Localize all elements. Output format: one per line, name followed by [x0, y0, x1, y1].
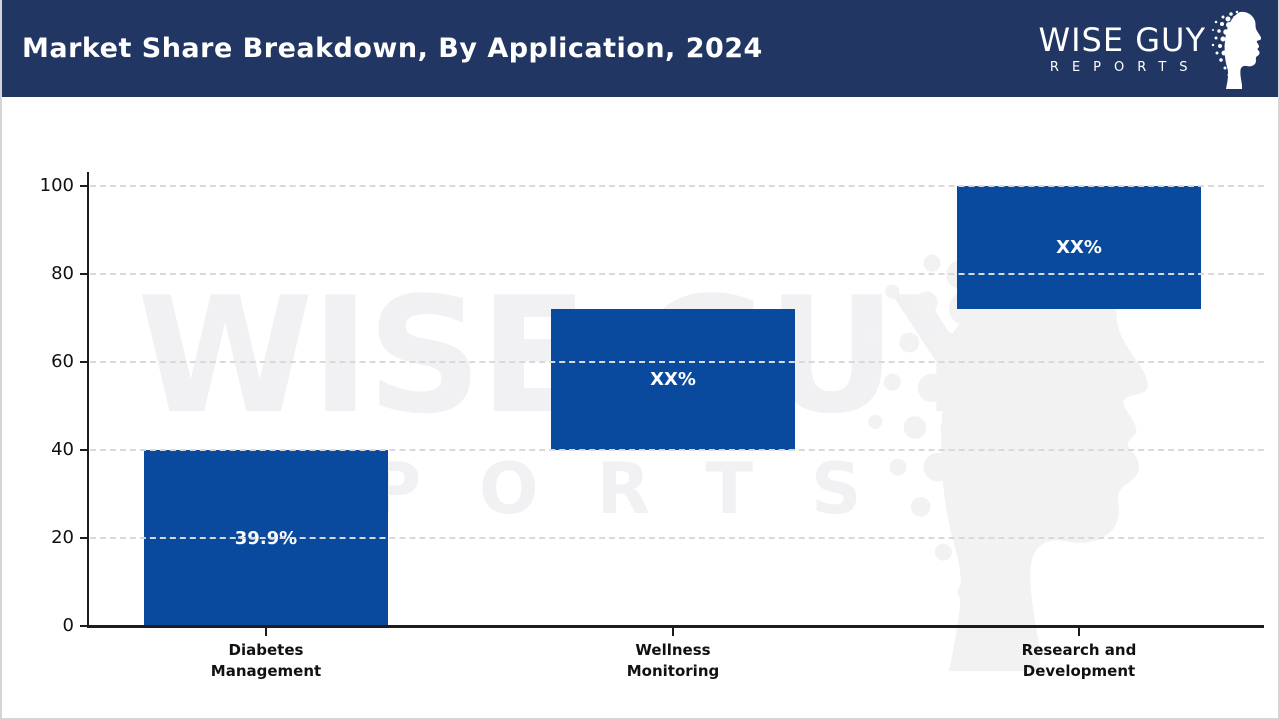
- y-tick-mark: [80, 625, 88, 627]
- y-tick-label: 20: [51, 527, 74, 548]
- x-category-label: Wellness Monitoring: [626, 641, 720, 680]
- gridline: [90, 361, 1264, 363]
- x-tick-mark: [265, 628, 267, 636]
- bar-research-and-development: XX%: [957, 186, 1201, 310]
- chart-title: Market Share Breakdown, By Application, …: [22, 33, 763, 64]
- x-tick-mark: [1078, 628, 1080, 636]
- y-tick-label: 0: [62, 615, 74, 636]
- brand-logo: WISE GUY REPORTS: [1038, 6, 1268, 92]
- gridline: [90, 537, 1264, 539]
- x-category-label: Research and Development: [1021, 641, 1137, 680]
- y-tick-mark: [80, 361, 88, 363]
- gridline: [90, 273, 1264, 275]
- logo-subtext: REPORTS: [1049, 60, 1201, 75]
- y-tick-label: 100: [39, 175, 74, 196]
- gridline: [90, 185, 1264, 187]
- logo-wordmark: WISE GUY: [1038, 21, 1206, 59]
- plot-area: 39.9% XX% XX% 0 20 40 60 80 100 Diabetes Managem…: [2, 97, 1278, 718]
- bar-wellness-monitoring: XX%: [551, 309, 795, 451]
- gridline: [90, 449, 1264, 451]
- bar-value-label: XX%: [650, 369, 696, 391]
- y-axis-line: [87, 172, 89, 628]
- y-tick-mark: [80, 537, 88, 539]
- x-category-label: Diabetes Management: [210, 641, 322, 680]
- x-tick-mark: [672, 628, 674, 636]
- y-tick-label: 80: [51, 263, 74, 284]
- x-axis-line: [87, 625, 1264, 628]
- y-tick-mark: [80, 185, 88, 187]
- y-tick-mark: [80, 273, 88, 275]
- y-tick-label: 60: [51, 351, 74, 372]
- y-tick-label: 40: [51, 439, 74, 460]
- header-bar: Market Share Breakdown, By Application, …: [2, 0, 1278, 97]
- y-tick-mark: [80, 449, 88, 451]
- bar-value-label: XX%: [1056, 237, 1102, 259]
- brand-face-icon: [1211, 10, 1262, 89]
